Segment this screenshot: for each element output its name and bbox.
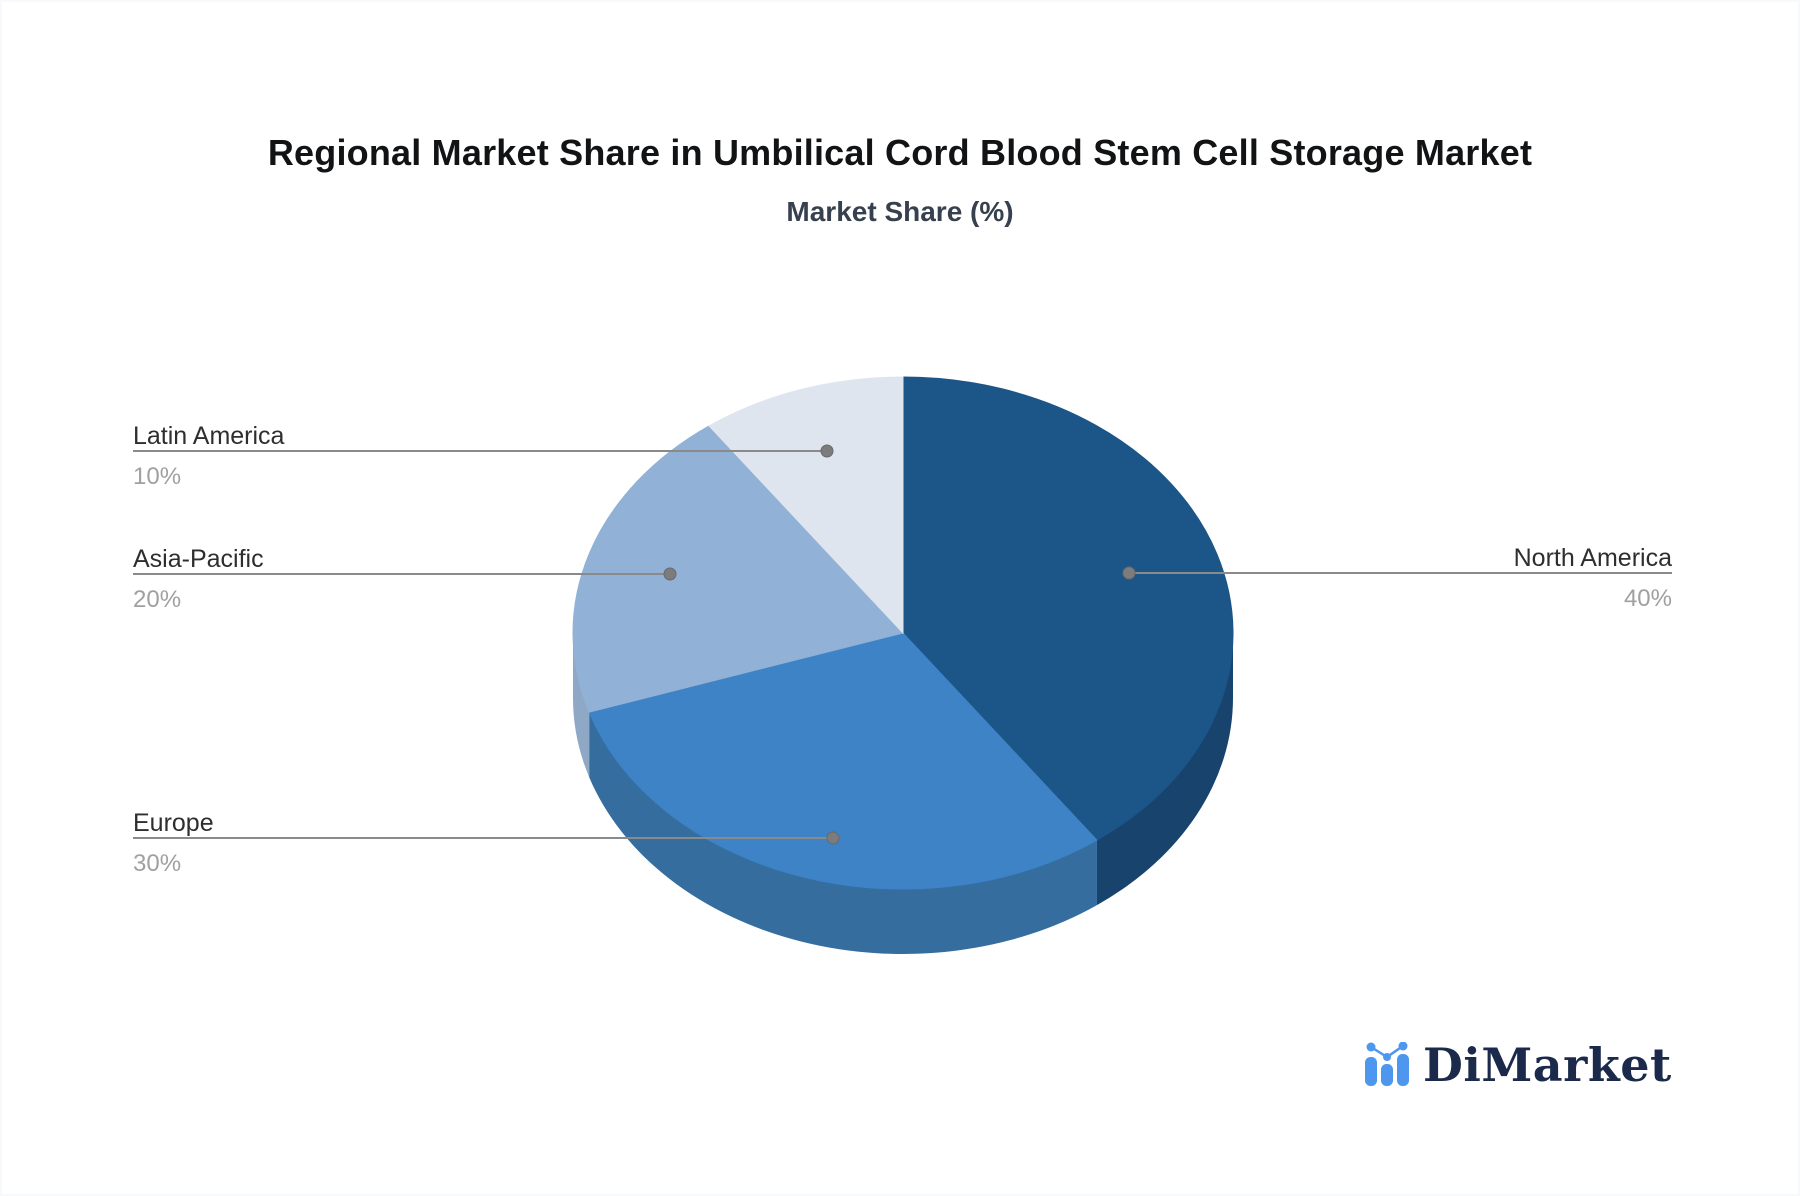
slice-label-europe: Europe [133,809,214,837]
slice-label-asia-pacific: Asia-Pacific [133,545,264,573]
slice-value-europe: 30% [133,850,182,877]
pie-slice-europe[interactable] [588,632,1098,890]
pie-slice-side-north-america [1096,633,1233,906]
callout-north-america: North America 40% [1112,543,1672,612]
leader-dot-north-america [1122,566,1136,580]
pie-slice-north-america[interactable] [902,376,1234,841]
callout-europe: Europe 30% [133,808,693,877]
slice-label-north-america: North America [1513,544,1672,572]
slice-value-asia-pacific: 20% [133,586,182,613]
leader-dot-europe [826,831,840,845]
slice-value-latin-america: 10% [133,463,182,490]
slice-label-latin-america: Latin America [133,422,285,450]
callout-latin-america: Latin America 10% [133,421,693,490]
callout-asia-pacific: Asia-Pacific 20% [133,544,693,613]
brand-logo: DiMarket [1363,1042,1672,1088]
pie-slice-side-europe [589,712,1097,954]
brand-name: DiMarket [1423,1038,1672,1092]
leader-dot-latin-america [820,444,834,458]
bar-chart-logo-icon [1365,1042,1409,1086]
leader-dot-asia-pacific [663,567,677,581]
chart-subtitle: Market Share (%) [786,196,1014,227]
pie-slice-side-asia-pacific [573,633,590,778]
slice-value-north-america: 40% [1623,585,1672,612]
pie-slice-latin-america[interactable] [708,376,904,635]
chart-title: Regional Market Share in Umbilical Cord … [267,132,1533,173]
